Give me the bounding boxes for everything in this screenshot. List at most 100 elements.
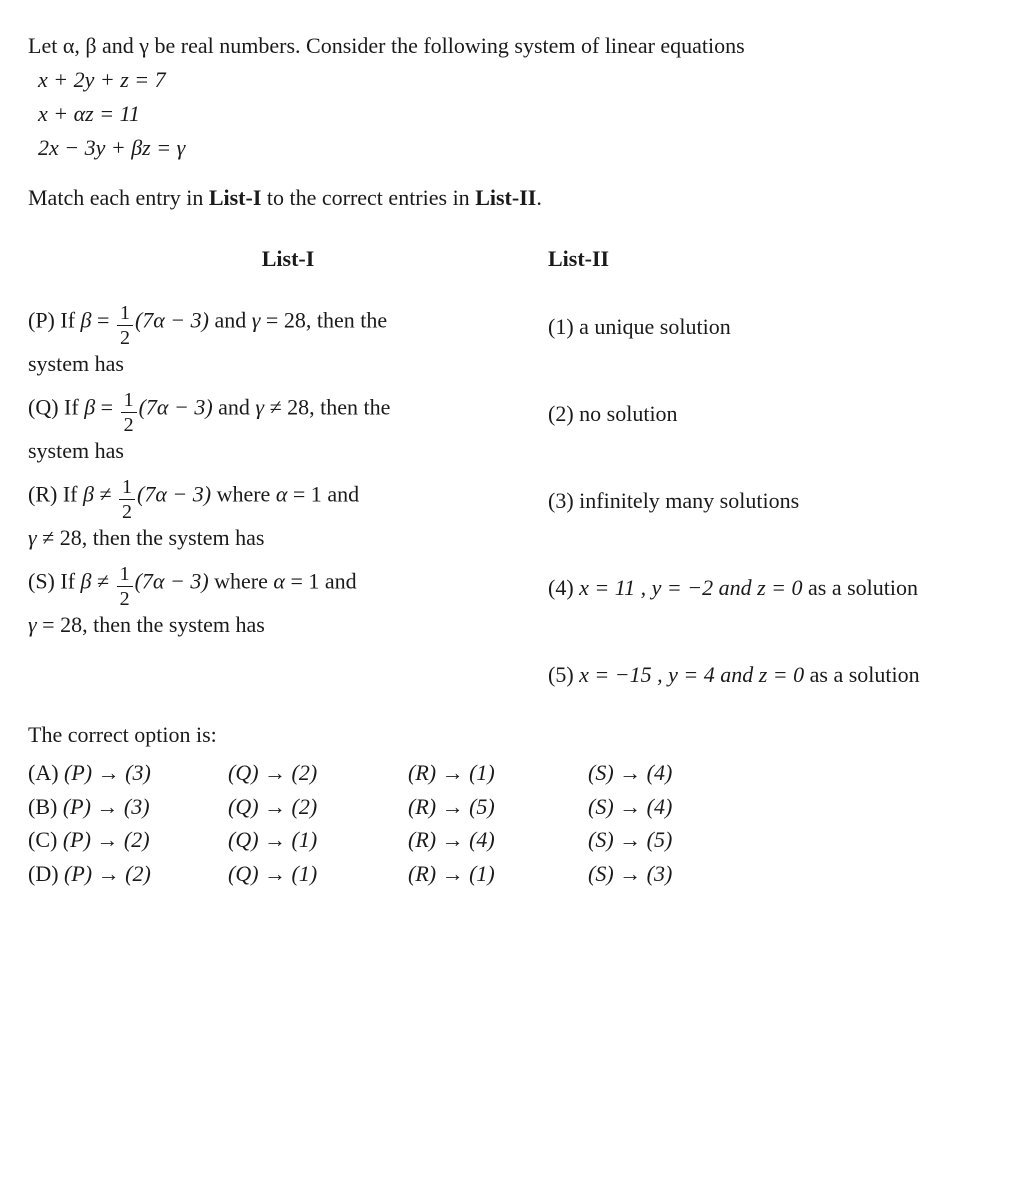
list2-5-math: x = −15 , y = 4 and z = 0 <box>579 662 804 687</box>
optB-s: (S) → (4) <box>588 794 672 819</box>
row-Q: (Q) If β = 12(7α − 3) and γ ≠ 28, then t… <box>28 390 996 467</box>
equation-2: x + αz = 11 <box>38 98 996 130</box>
Q-frac-bot: 2 <box>121 413 137 435</box>
optC-s: (S) → (5) <box>588 827 672 852</box>
match-mid: to the correct entries in <box>261 185 475 210</box>
list2-2: (2) no solution <box>548 390 996 430</box>
list-headers: List-I List-II <box>28 243 996 275</box>
R-beta: β <box>83 482 94 507</box>
optC-q: (Q) → (1) <box>228 827 317 852</box>
optB-r: (R) → (5) <box>408 794 495 819</box>
match-prefix: Match each entry in <box>28 185 209 210</box>
P-eq: = <box>92 308 115 333</box>
S-frac-top: 1 <box>117 564 133 587</box>
list2-4-math: x = 11 , y = −2 and z = 0 <box>579 575 802 600</box>
R-line2c: , then the system has <box>82 525 265 550</box>
list1-P: (P) If β = 12(7α − 3) and γ = 28, then t… <box>28 303 548 380</box>
list1-header: List-I <box>28 243 548 275</box>
S-label: (S) If <box>28 569 81 594</box>
P-line2: system has <box>28 348 528 380</box>
Q-gamma: γ <box>255 395 264 420</box>
list1-inline: List-I <box>209 185 262 210</box>
Q-eq: = <box>95 395 118 420</box>
R-label: (R) If <box>28 482 83 507</box>
optA-r: (R) → (1) <box>408 760 495 785</box>
optD-p: (P) → (2) <box>64 861 151 886</box>
P-frac-top: 1 <box>117 303 133 326</box>
Q-beta: β <box>84 395 95 420</box>
list2-inline: List-II <box>475 185 536 210</box>
equation-block: x + 2y + z = 7 x + αz = 11 2x − 3y + βz … <box>38 64 996 164</box>
option-D: (D) (P) → (2) (Q) → (1) (R) → (1) (S) → … <box>28 858 996 890</box>
P-frac-bot: 2 <box>117 326 133 348</box>
Q-expr: (7α − 3) <box>139 395 213 420</box>
Q-frac-top: 1 <box>121 390 137 413</box>
list1-S: (S) If β ≠ 12(7α − 3) where α = 1 and γ … <box>28 564 548 641</box>
optB-q: (Q) → (2) <box>228 794 317 819</box>
P-then: , then the <box>306 308 387 333</box>
list2-5-prefix: (5) <box>548 662 579 687</box>
list1-R: (R) If β ≠ 12(7α − 3) where α = 1 and γ … <box>28 477 548 554</box>
S-line2a: γ <box>28 612 37 637</box>
row-R: (R) If β ≠ 12(7α − 3) where α = 1 and γ … <box>28 477 996 554</box>
optC-label: (C) <box>28 827 57 852</box>
P-label: (P) If <box>28 308 81 333</box>
Q-gamma-cond: ≠ 28 <box>264 395 309 420</box>
intro-text: Let α, β and γ be real numbers. Consider… <box>28 30 996 62</box>
option-C: (C) (P) → (2) (Q) → (1) (R) → (4) (S) → … <box>28 824 996 856</box>
row-P: (P) If β = 12(7α − 3) and γ = 28, then t… <box>28 303 996 380</box>
R-line2b: ≠ 28 <box>37 525 82 550</box>
match-period: . <box>536 185 542 210</box>
options-block: (A) (P) → (3) (Q) → (2) (R) → (1) (S) → … <box>28 757 996 891</box>
Q-and: and <box>213 395 256 420</box>
optB-label: (B) <box>28 794 57 819</box>
S-where: where <box>209 569 274 594</box>
S-expr: (7α − 3) <box>135 569 209 594</box>
list2-1: (1) a unique solution <box>548 303 996 343</box>
list2-5-suffix: as a solution <box>804 662 920 687</box>
option-B: (B) (P) → (3) (Q) → (2) (R) → (5) (S) → … <box>28 791 996 823</box>
correct-option-label: The correct option is: <box>28 719 996 751</box>
R-frac-bot: 2 <box>119 500 135 522</box>
list2-5: (5) x = −15 , y = 4 and z = 0 as a solut… <box>548 651 996 691</box>
equation-3: 2x − 3y + βz = γ <box>38 132 996 164</box>
S-line2c: , then the system has <box>82 612 265 637</box>
P-beta: β <box>81 308 92 333</box>
R-alpha: α <box>276 482 288 507</box>
row-S: (S) If β ≠ 12(7α − 3) where α = 1 and γ … <box>28 564 996 641</box>
R-line2a: γ <box>28 525 37 550</box>
Q-label: (Q) If <box>28 395 84 420</box>
P-gamma-cond: = 28 <box>260 308 305 333</box>
intro-span: Let α, β and γ be real numbers. Consider… <box>28 33 745 58</box>
S-beta: β <box>81 569 92 594</box>
R-frac-top: 1 <box>119 477 135 500</box>
Q-frac: 12 <box>121 390 137 435</box>
S-alpha-cond: = 1 <box>285 569 319 594</box>
optB-p: (P) → (3) <box>63 794 150 819</box>
optA-label: (A) <box>28 760 59 785</box>
R-frac: 12 <box>119 477 135 522</box>
R-where: where <box>211 482 276 507</box>
optA-p: (P) → (3) <box>64 760 151 785</box>
optC-r: (R) → (4) <box>408 827 495 852</box>
optD-label: (D) <box>28 861 59 886</box>
optD-q: (Q) → (1) <box>228 861 317 886</box>
P-expr: (7α − 3) <box>135 308 209 333</box>
match-instruction: Match each entry in List-I to the correc… <box>28 182 996 214</box>
S-frac: 12 <box>117 564 133 609</box>
P-frac: 12 <box>117 303 133 348</box>
Q-then: , then the <box>309 395 390 420</box>
optA-s: (S) → (4) <box>588 760 672 785</box>
option-A: (A) (P) → (3) (Q) → (2) (R) → (1) (S) → … <box>28 757 996 789</box>
S-frac-bot: 2 <box>117 587 133 609</box>
S-neq: ≠ <box>92 569 115 594</box>
S-alpha: α <box>273 569 285 594</box>
list2-4-prefix: (4) <box>548 575 579 600</box>
list2-4-suffix: as a solution <box>803 575 919 600</box>
list2-4: (4) x = 11 , y = −2 and z = 0 as a solut… <box>548 564 996 604</box>
S-line2b: = 28 <box>37 612 82 637</box>
P-and: and <box>209 308 252 333</box>
list2-3: (3) infinitely many solutions <box>548 477 996 517</box>
R-alpha-cond: = 1 <box>287 482 321 507</box>
equation-1: x + 2y + z = 7 <box>38 64 996 96</box>
